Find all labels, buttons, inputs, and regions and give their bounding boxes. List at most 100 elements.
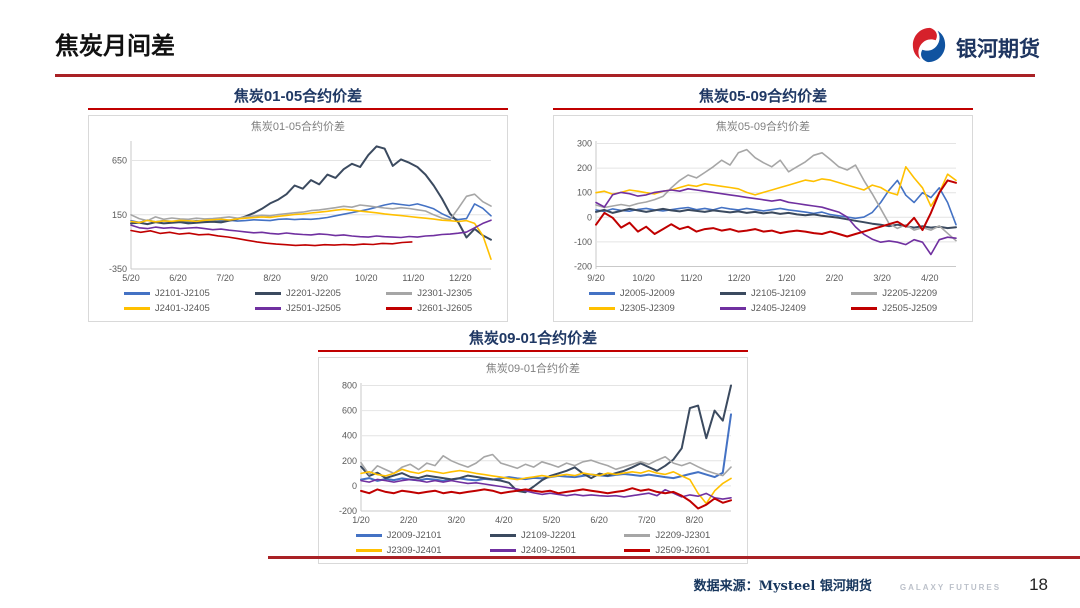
line-plot-05-09: 300 200 100 0 -100 -2009/20 10/20 11/20 12/20 1/2… bbox=[574, 138, 957, 283]
legend-swatch bbox=[255, 307, 282, 310]
svg-text:3/20: 3/20 bbox=[447, 515, 465, 525]
legend-swatch bbox=[490, 534, 517, 537]
legend-item-J2305-J2309: J2305-J2309 bbox=[566, 303, 697, 314]
legend-item-J2401-J2405: J2401-J2405 bbox=[101, 303, 232, 314]
legend-label: J2201-J2205 bbox=[286, 288, 341, 299]
legend-label: J2101-J2105 bbox=[154, 288, 210, 299]
legend-09-01: J2009-J2101 J2109-J2201 J2209-J2301 J2309-J… bbox=[323, 527, 743, 560]
legend-item-J2201-J2205: J2201-J2205 bbox=[232, 288, 363, 299]
svg-text:6/20: 6/20 bbox=[169, 273, 187, 283]
chart-inner-title: 焦炭09-01合约价差 bbox=[485, 363, 581, 375]
legend-label: J2405-J2409 bbox=[751, 303, 806, 314]
svg-text:100: 100 bbox=[577, 188, 592, 198]
svg-text:650: 650 bbox=[112, 156, 127, 166]
legend-label: J2205-J2209 bbox=[882, 288, 938, 299]
svg-text:1/20: 1/20 bbox=[778, 273, 796, 283]
svg-text:7/20: 7/20 bbox=[638, 515, 656, 525]
svg-text:12/20: 12/20 bbox=[728, 273, 751, 283]
legend-item-J2601-J2605: J2601-J2605 bbox=[364, 303, 495, 314]
legend-item-J2101-J2105: J2101-J2105 bbox=[101, 288, 232, 299]
legend-label: J2309-J2401 bbox=[386, 545, 442, 556]
legend-label: J2301-J2305 bbox=[417, 288, 473, 299]
footer-rule bbox=[268, 556, 1080, 559]
legend-swatch bbox=[123, 307, 150, 310]
svg-text:200: 200 bbox=[342, 456, 357, 466]
chart-heading-underline bbox=[88, 108, 508, 110]
legend-swatch bbox=[355, 549, 382, 552]
chart-09-01: 焦炭09-01合约价差 800 600 400 200 0 -200 1/20 2/20 3/2… bbox=[318, 357, 748, 564]
legend-swatch bbox=[123, 292, 150, 295]
svg-text:-200: -200 bbox=[339, 506, 357, 516]
legend-swatch bbox=[588, 307, 615, 310]
svg-text:-350: -350 bbox=[109, 264, 127, 274]
svg-text:8/20: 8/20 bbox=[686, 515, 704, 525]
legend-label: J2105-J2109 bbox=[751, 288, 806, 299]
svg-text:1/20: 1/20 bbox=[352, 515, 370, 525]
svg-text:600: 600 bbox=[342, 406, 357, 416]
legend-swatch bbox=[386, 292, 413, 295]
svg-text:5/20: 5/20 bbox=[122, 273, 140, 283]
legend-label: J2305-J2309 bbox=[619, 303, 675, 314]
chart-heading-05-09: 焦炭05-09合约价差 bbox=[698, 88, 828, 105]
data-source: 数据来源：Mysteel 银河期货 bbox=[693, 579, 872, 594]
chart-01-05: 焦炭01-05合约价差 650 150 -350 5/20 6/20 7/20 8/20 9/… bbox=[88, 115, 508, 322]
svg-text:10/20: 10/20 bbox=[632, 273, 655, 283]
svg-text:5/20: 5/20 bbox=[543, 515, 561, 525]
legend-item-J2105-J2109: J2105-J2109 bbox=[697, 288, 828, 299]
legend-swatch bbox=[720, 292, 747, 295]
legend-label: J2509-J2601 bbox=[655, 545, 711, 556]
legend-item-J2209-J2301: J2209-J2301 bbox=[600, 530, 734, 541]
svg-text:4/20: 4/20 bbox=[495, 515, 513, 525]
legend-item-J2409-J2501: J2409-J2501 bbox=[466, 545, 600, 556]
legend-item-J2005-J2009: J2005-J2009 bbox=[566, 288, 697, 299]
galaxy-logo-icon bbox=[910, 26, 948, 69]
legend-label: J2009-J2101 bbox=[386, 530, 442, 541]
title-underline bbox=[55, 74, 1035, 77]
legend-item-J2109-J2201: J2109-J2201 bbox=[466, 530, 600, 541]
svg-text:0: 0 bbox=[587, 212, 592, 222]
svg-text:0: 0 bbox=[352, 481, 357, 491]
chart-inner-title: 焦炭05-09合约价差 bbox=[715, 121, 811, 133]
page-title: 焦炭月间差 bbox=[55, 33, 175, 60]
legend-swatch bbox=[588, 292, 615, 295]
legend-01-05: J2101-J2105 J2201-J2205 J2301-J2305 J2401-J… bbox=[93, 285, 503, 318]
svg-text:300: 300 bbox=[577, 138, 592, 148]
chart-heading-09-01: 焦炭09-01合约价差 bbox=[468, 330, 598, 347]
footer: 数据来源：Mysteel 银河期货 GALAXY FUTURES 18 bbox=[694, 575, 1048, 595]
legend-item-J2009-J2101: J2009-J2101 bbox=[331, 530, 465, 541]
legend-label: J2401-J2405 bbox=[154, 303, 210, 314]
svg-text:-200: -200 bbox=[574, 262, 592, 272]
legend-05-09: J2005-J2009 J2105-J2109 J2205-J2209 J2305-J… bbox=[558, 285, 968, 318]
chart-panel-05-09: 焦炭05-09合约价差 焦炭05-09合约价差 300 200 100 0 -100 -2… bbox=[553, 88, 973, 322]
chart-heading-underline bbox=[553, 108, 973, 110]
svg-text:2/20: 2/20 bbox=[400, 515, 418, 525]
svg-text:10/20: 10/20 bbox=[355, 273, 378, 283]
chart-panel-01-05: 焦炭01-05合约价差 焦炭01-05合约价差 650 150 -350 5/20 6/… bbox=[88, 88, 508, 322]
svg-text:11/20: 11/20 bbox=[402, 273, 424, 283]
legend-swatch bbox=[851, 307, 878, 310]
legend-item-J2205-J2209: J2205-J2209 bbox=[829, 288, 960, 299]
svg-text:150: 150 bbox=[112, 210, 127, 220]
legend-swatch bbox=[255, 292, 282, 295]
svg-text:7/20: 7/20 bbox=[216, 273, 234, 283]
page-number: 18 bbox=[1029, 575, 1048, 594]
legend-item-J2505-J2509: J2505-J2509 bbox=[829, 303, 960, 314]
legend-label: J2601-J2605 bbox=[417, 303, 473, 314]
svg-text:8/20: 8/20 bbox=[263, 273, 281, 283]
legend-swatch bbox=[624, 549, 651, 552]
svg-text:800: 800 bbox=[342, 381, 357, 391]
svg-text:-100: -100 bbox=[574, 237, 592, 247]
chart-heading-underline bbox=[318, 350, 748, 352]
legend-swatch bbox=[720, 307, 747, 310]
legend-label: J2505-J2509 bbox=[882, 303, 938, 314]
legend-swatch bbox=[386, 307, 413, 310]
svg-text:9/20: 9/20 bbox=[587, 273, 605, 283]
svg-text:400: 400 bbox=[342, 431, 357, 441]
legend-item-J2501-J2505: J2501-J2505 bbox=[232, 303, 363, 314]
svg-text:6/20: 6/20 bbox=[590, 515, 608, 525]
legend-label: J2501-J2505 bbox=[286, 303, 341, 314]
footer-brand: GALAXY FUTURES bbox=[899, 583, 1002, 592]
